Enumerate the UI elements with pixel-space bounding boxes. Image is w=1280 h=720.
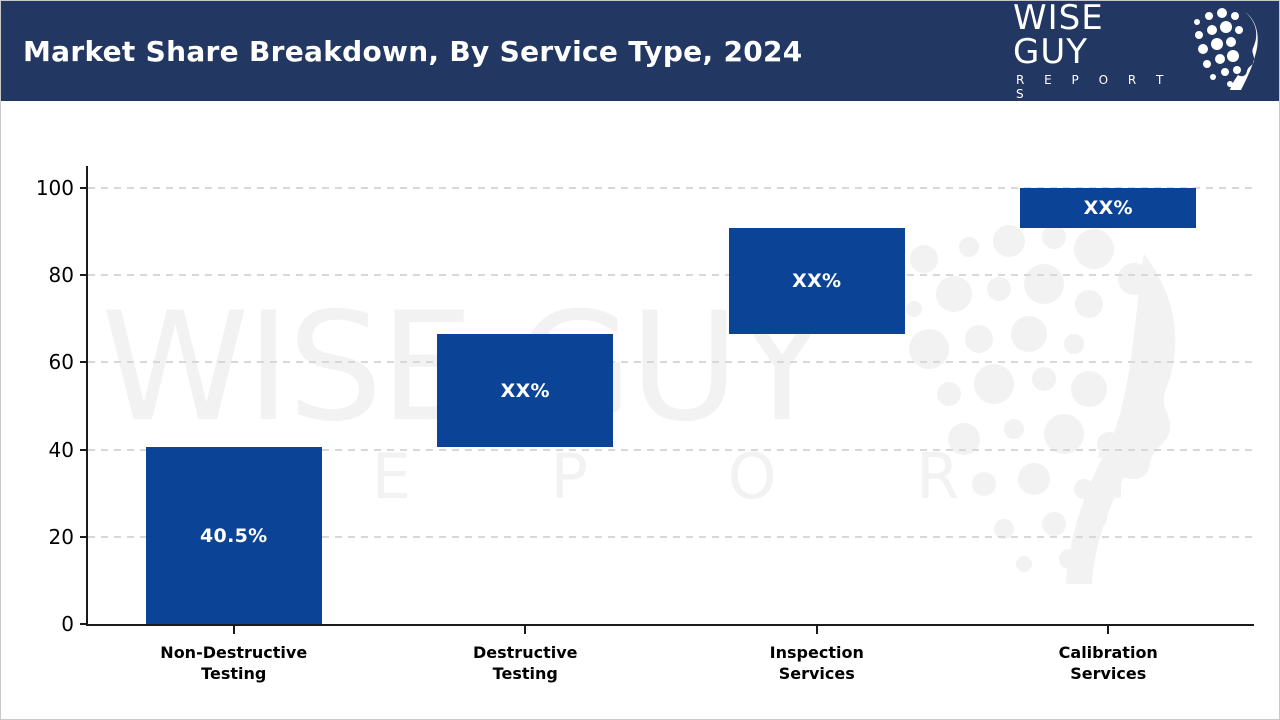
y-tick-label: 0 [61,612,74,636]
category-label-line: Non-Destructive [160,643,308,662]
x-axis-tick [1107,626,1110,634]
brand-face-icon [1189,8,1263,94]
bar: XX% [1020,187,1197,228]
header-bar: Market Share Breakdown, By Service Type,… [1,1,1279,101]
brand-logo-text: WISE GUY R E P O R T S [1013,1,1185,101]
x-axis-tick [815,626,818,634]
y-axis-tick [80,186,88,189]
y-tick-label: 20 [48,524,74,549]
gridline [88,448,1254,451]
x-axis [86,624,1254,626]
x-axis-tick [524,626,527,634]
category-label-line: Calibration [1058,643,1158,662]
gridline [88,361,1254,364]
y-axis-tick [80,361,88,364]
bar-value-label: XX% [500,379,550,402]
category-label-line: Testing [201,664,267,684]
category-label-line: Destructive [473,643,578,662]
y-axis-tick [80,274,88,277]
bar: XX% [437,333,614,448]
y-tick-label: 40 [48,437,74,462]
y-axis-tick [80,623,88,625]
brand-logo: WISE GUY R E P O R T S [1013,1,1263,101]
gridline [88,186,1254,189]
x-axis-tick [232,626,235,634]
category-label-line: Services [1070,664,1147,684]
category-label-line: Testing [492,664,558,684]
y-tick-label: 100 [35,175,74,200]
category-label: Non-Destructive Testing [114,642,354,684]
y-axis-tick [80,535,88,538]
page-title: Market Share Breakdown, By Service Type,… [23,34,803,68]
y-tick-label: 80 [48,263,74,288]
chart-area: WISE GUY R E P O R T S [1,101,1279,718]
category-label: Inspection Services [697,642,937,684]
y-tick-label: 60 [48,350,74,375]
bar: 40.5% [145,447,322,624]
bar-value-label: XX% [1083,196,1133,219]
y-axis-tick [80,448,88,451]
category-label: Destructive Testing [405,642,645,684]
y-axis [86,166,88,626]
brand-subtitle: R E P O R T S [1016,73,1172,101]
category-label-line: Services [778,664,855,684]
gridline [88,535,1254,538]
category-label-line: Inspection [769,643,864,662]
bar: XX% [728,227,905,334]
gridline [88,274,1254,277]
brand-name: WISE GUY [1013,0,1104,72]
bar-value-label: XX% [792,269,842,292]
category-label: Calibration Services [988,642,1228,684]
bar-value-label: 40.5% [200,524,268,547]
